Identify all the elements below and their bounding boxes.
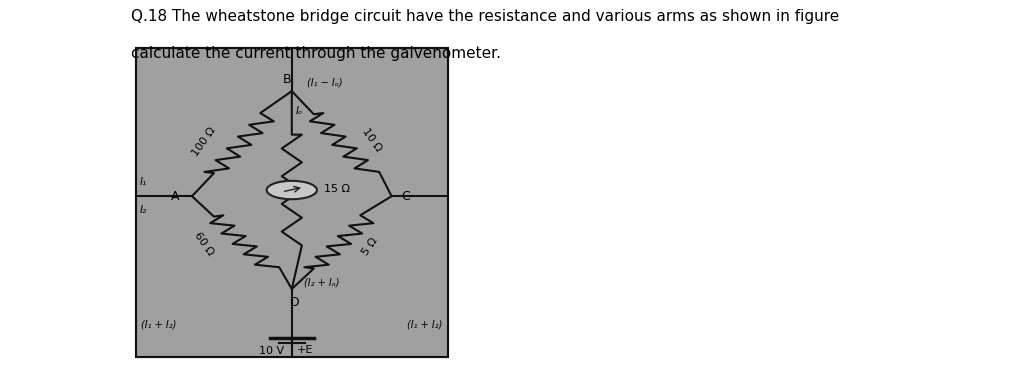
Text: 10 Ω: 10 Ω: [360, 127, 383, 153]
Circle shape: [266, 181, 317, 199]
Text: (I₁ + I₂): (I₁ + I₂): [408, 319, 442, 329]
Text: C: C: [401, 190, 411, 203]
Text: I₂: I₂: [140, 205, 147, 215]
Text: 100 Ω: 100 Ω: [190, 125, 217, 158]
Text: calculate the current through the galvenometer.: calculate the current through the galven…: [131, 46, 501, 61]
Text: 60 Ω: 60 Ω: [193, 231, 215, 258]
Text: D: D: [290, 296, 300, 309]
Bar: [136, 48, 447, 357]
Text: A: A: [171, 190, 180, 203]
Text: +E: +E: [297, 345, 313, 355]
Text: Iₒ: Iₒ: [296, 106, 303, 116]
Text: 5 Ω: 5 Ω: [360, 236, 380, 257]
Text: B: B: [283, 72, 291, 86]
Text: (I₂ + Iₒ): (I₂ + Iₒ): [304, 277, 339, 287]
Text: 10 V: 10 V: [259, 346, 285, 357]
Text: (I₁ − Iₒ): (I₁ − Iₒ): [307, 77, 342, 88]
Text: Q.18 The wheatstone bridge circuit have the resistance and various arms as shown: Q.18 The wheatstone bridge circuit have …: [131, 9, 839, 24]
Text: 15 Ω: 15 Ω: [324, 184, 350, 194]
Text: (I₁ + I₂): (I₁ + I₂): [141, 319, 176, 329]
Text: I₁: I₁: [140, 177, 147, 187]
